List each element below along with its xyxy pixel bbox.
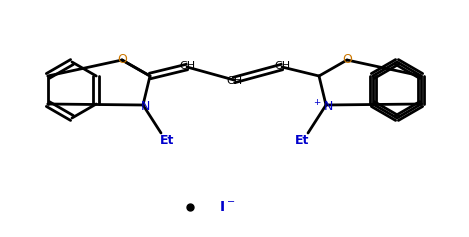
Text: CH: CH [274, 61, 290, 71]
Text: N: N [140, 100, 150, 114]
Text: Et: Et [160, 135, 174, 147]
Text: O: O [117, 53, 127, 65]
Text: I$^-$: I$^-$ [219, 200, 235, 214]
Text: CH: CH [179, 61, 195, 71]
Text: O: O [342, 53, 352, 65]
Text: CH: CH [226, 76, 242, 86]
Text: $^+$N: $^+$N [312, 99, 333, 115]
Text: Et: Et [295, 135, 309, 147]
